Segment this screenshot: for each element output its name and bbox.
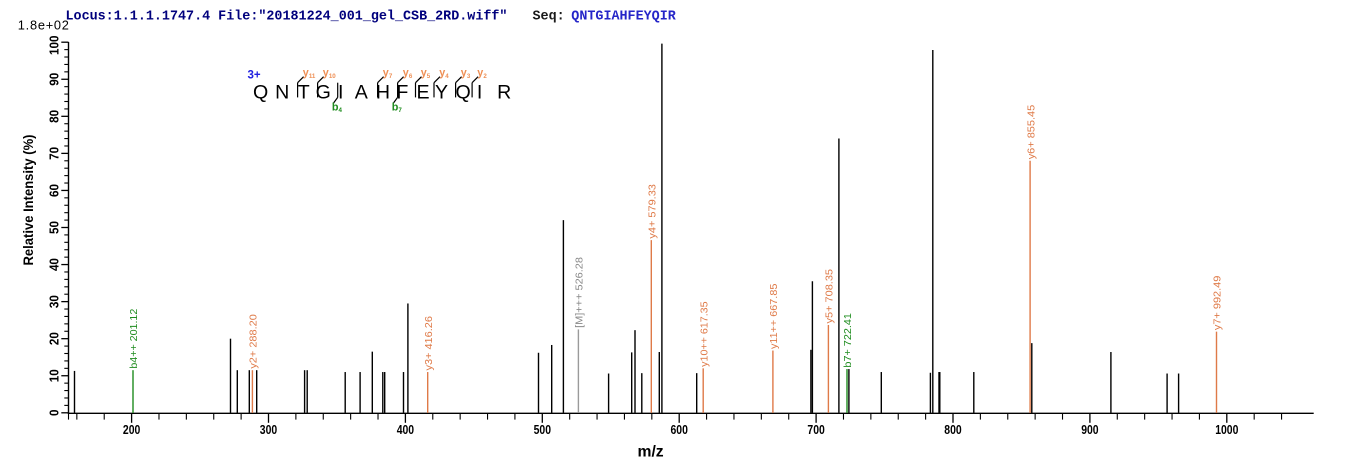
svg-text:10: 10 bbox=[47, 369, 62, 382]
svg-text:I: I bbox=[477, 81, 482, 103]
svg-text:3+: 3+ bbox=[248, 69, 261, 81]
svg-text:1.8e+02: 1.8e+02 bbox=[18, 17, 70, 32]
svg-text:Relative Intensity (%): Relative Intensity (%) bbox=[21, 135, 36, 266]
svg-text:y2: y2 bbox=[477, 67, 487, 80]
svg-text:b4++ 201.12: b4++ 201.12 bbox=[128, 309, 140, 369]
svg-text:I: I bbox=[338, 81, 343, 103]
svg-text:Q: Q bbox=[455, 81, 470, 103]
svg-text:y2+ 288.20: y2+ 288.20 bbox=[248, 314, 260, 369]
svg-text:y5+ 708.35: y5+ 708.35 bbox=[824, 269, 836, 324]
svg-text:0: 0 bbox=[47, 410, 62, 417]
svg-text:y3: y3 bbox=[461, 67, 471, 80]
svg-text:60: 60 bbox=[47, 184, 62, 197]
svg-text:A: A bbox=[355, 81, 369, 103]
svg-text:50: 50 bbox=[47, 221, 62, 234]
svg-text:1000: 1000 bbox=[1215, 422, 1238, 437]
svg-text:800: 800 bbox=[944, 422, 961, 437]
svg-text:H: H bbox=[376, 81, 390, 103]
svg-text:R: R bbox=[497, 81, 511, 103]
svg-text:QNTGIAHFEYQIR: QNTGIAHFEYQIR bbox=[571, 9, 676, 24]
svg-text:[M]+++ 526.28: [M]+++ 526.28 bbox=[574, 257, 586, 328]
svg-text:80: 80 bbox=[47, 110, 62, 123]
svg-text:400: 400 bbox=[397, 422, 414, 437]
svg-text:G: G bbox=[316, 81, 331, 103]
svg-text:900: 900 bbox=[1081, 422, 1098, 437]
svg-text:y7+ 992.49: y7+ 992.49 bbox=[1212, 275, 1224, 330]
svg-text:y6: y6 bbox=[403, 67, 413, 80]
svg-text:500: 500 bbox=[534, 422, 551, 437]
svg-text:Q: Q bbox=[253, 81, 268, 103]
svg-text:90: 90 bbox=[47, 73, 62, 86]
svg-text:y6+ 855.45: y6+ 855.45 bbox=[1025, 105, 1037, 160]
svg-text:N: N bbox=[275, 81, 289, 103]
svg-text:b4: b4 bbox=[332, 102, 343, 115]
svg-text:300: 300 bbox=[260, 422, 277, 437]
svg-text:y11++ 667.85: y11++ 667.85 bbox=[768, 283, 780, 349]
svg-text:b7: b7 bbox=[392, 102, 403, 115]
svg-text:F: F bbox=[396, 81, 408, 103]
svg-text:y3+ 416.26: y3+ 416.26 bbox=[423, 316, 435, 371]
svg-text:30: 30 bbox=[47, 295, 62, 308]
svg-text:y10++ 617.35: y10++ 617.35 bbox=[698, 301, 710, 367]
svg-text:20: 20 bbox=[47, 332, 62, 345]
svg-text:70: 70 bbox=[47, 147, 62, 160]
svg-text:T: T bbox=[298, 81, 310, 103]
svg-text:40: 40 bbox=[47, 258, 62, 271]
svg-text:100: 100 bbox=[47, 35, 62, 55]
svg-text:Locus:1.1.1.1747.4 File:"20181: Locus:1.1.1.1747.4 File:"20181224_001_ge… bbox=[66, 9, 508, 24]
svg-text:y7: y7 bbox=[383, 67, 393, 80]
svg-text:600: 600 bbox=[671, 422, 688, 437]
svg-text:Seq:: Seq: bbox=[533, 9, 565, 24]
svg-text:y4+ 579.33: y4+ 579.33 bbox=[647, 184, 659, 239]
svg-text:y4: y4 bbox=[439, 67, 449, 80]
svg-text:y5: y5 bbox=[421, 67, 431, 80]
svg-text:m/z: m/z bbox=[638, 443, 664, 460]
svg-text:Y: Y bbox=[435, 81, 448, 103]
svg-text:E: E bbox=[416, 81, 429, 103]
svg-text:b7+ 722.41: b7+ 722.41 bbox=[842, 313, 854, 368]
svg-text:200: 200 bbox=[123, 422, 140, 437]
svg-text:700: 700 bbox=[807, 422, 824, 437]
